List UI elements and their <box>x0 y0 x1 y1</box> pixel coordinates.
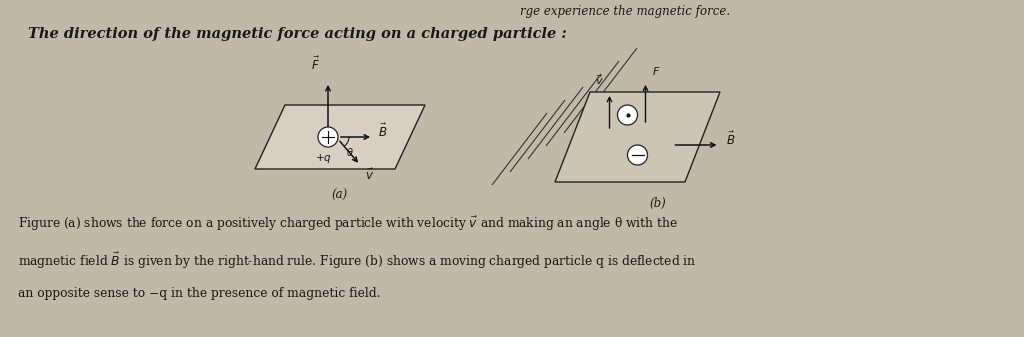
Text: $\vec{F}$: $\vec{F}$ <box>311 56 319 73</box>
Polygon shape <box>255 105 425 169</box>
Text: (a): (a) <box>332 189 348 202</box>
Text: $\vec{v}$: $\vec{v}$ <box>595 73 604 87</box>
Circle shape <box>628 145 647 165</box>
Text: $F$: $F$ <box>651 65 660 77</box>
Text: $\vec{B}$: $\vec{B}$ <box>378 122 387 140</box>
Polygon shape <box>555 92 720 182</box>
Text: an opposite sense to −q in the presence of magnetic field.: an opposite sense to −q in the presence … <box>18 287 381 300</box>
Text: (b): (b) <box>649 197 666 210</box>
Text: $\vec{B}$: $\vec{B}$ <box>725 130 735 148</box>
Text: $+q$: $+q$ <box>314 152 332 165</box>
Text: magnetic field $\vec{B}$ is given by the right-hand rule. Figure (b) shows a mov: magnetic field $\vec{B}$ is given by the… <box>18 251 696 271</box>
Text: rge experience the magnetic force.: rge experience the magnetic force. <box>520 5 730 18</box>
Text: The direction of the magnetic force acting on a charged particle :: The direction of the magnetic force acti… <box>28 27 566 41</box>
Circle shape <box>617 105 638 125</box>
Text: $\vec{v}$: $\vec{v}$ <box>365 168 374 183</box>
Circle shape <box>318 127 338 147</box>
Text: Figure (a) shows the force on a positively charged particle with velocity $\vec{: Figure (a) shows the force on a positive… <box>18 215 678 233</box>
Text: $\theta$: $\theta$ <box>346 146 354 158</box>
